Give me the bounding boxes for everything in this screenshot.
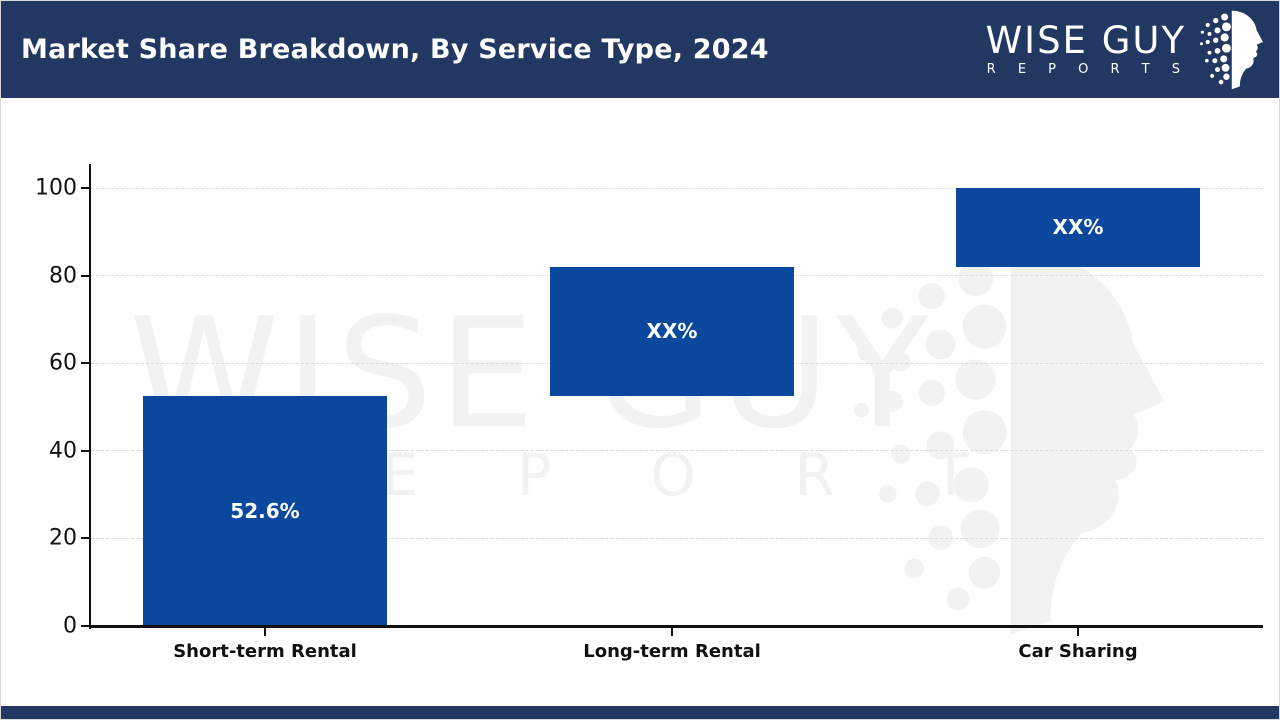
footer-bar: [1, 706, 1279, 719]
y-tick-label: 0: [63, 613, 77, 639]
y-tick-label: 80: [49, 263, 77, 289]
bar: [550, 266, 794, 396]
logo-face-icon: [1199, 10, 1263, 89]
y-tick-label: 40: [49, 438, 77, 464]
page-title: Market Share Breakdown, By Service Type,…: [21, 34, 769, 65]
y-tick-label: 60: [49, 350, 77, 376]
y-tick-label: 100: [35, 175, 77, 201]
x-axis-spine: [89, 625, 1263, 628]
x-tick-mark: [671, 628, 673, 636]
logo-wordmark: WISE GUY: [985, 19, 1187, 62]
header-band: Market Share Breakdown, By Service Type,…: [1, 1, 1279, 98]
bar: [956, 188, 1200, 267]
y-tick-mark: [81, 362, 90, 365]
y-axis-spine: [89, 164, 91, 629]
bar-value-label: XX%: [646, 319, 698, 344]
gridline: [91, 450, 1263, 452]
logo-text: WISE GUY R E P O R T S: [983, 22, 1189, 77]
y-tick-mark: [81, 187, 90, 189]
logo-subtitle: R E P O R T S: [986, 62, 1189, 77]
y-tick-mark: [81, 537, 90, 540]
bar: [143, 395, 387, 626]
category-label: Long-term Rental: [583, 641, 761, 662]
bar-value-label: 52.6%: [230, 498, 300, 523]
category-label: Car Sharing: [1018, 641, 1138, 662]
y-tick-mark: [81, 625, 90, 627]
wise-guy-reports-logo: WISE GUY R E P O R T S: [983, 9, 1279, 91]
gridline: [91, 187, 1263, 189]
bar-value-label: XX%: [1052, 215, 1104, 240]
y-tick-mark: [81, 449, 90, 452]
watermark-face-icon: [854, 247, 1165, 635]
x-tick-mark: [264, 628, 266, 636]
x-tick-mark: [1077, 628, 1079, 636]
chart-area: WISE GUY R E P O R T S 0 20 40 60 80 100 52.6%…: [1, 98, 1279, 708]
gridline: [91, 537, 1263, 539]
category-label: Short-term Rental: [173, 641, 357, 662]
y-tick-label: 20: [49, 525, 77, 551]
y-tick-mark: [81, 274, 90, 277]
